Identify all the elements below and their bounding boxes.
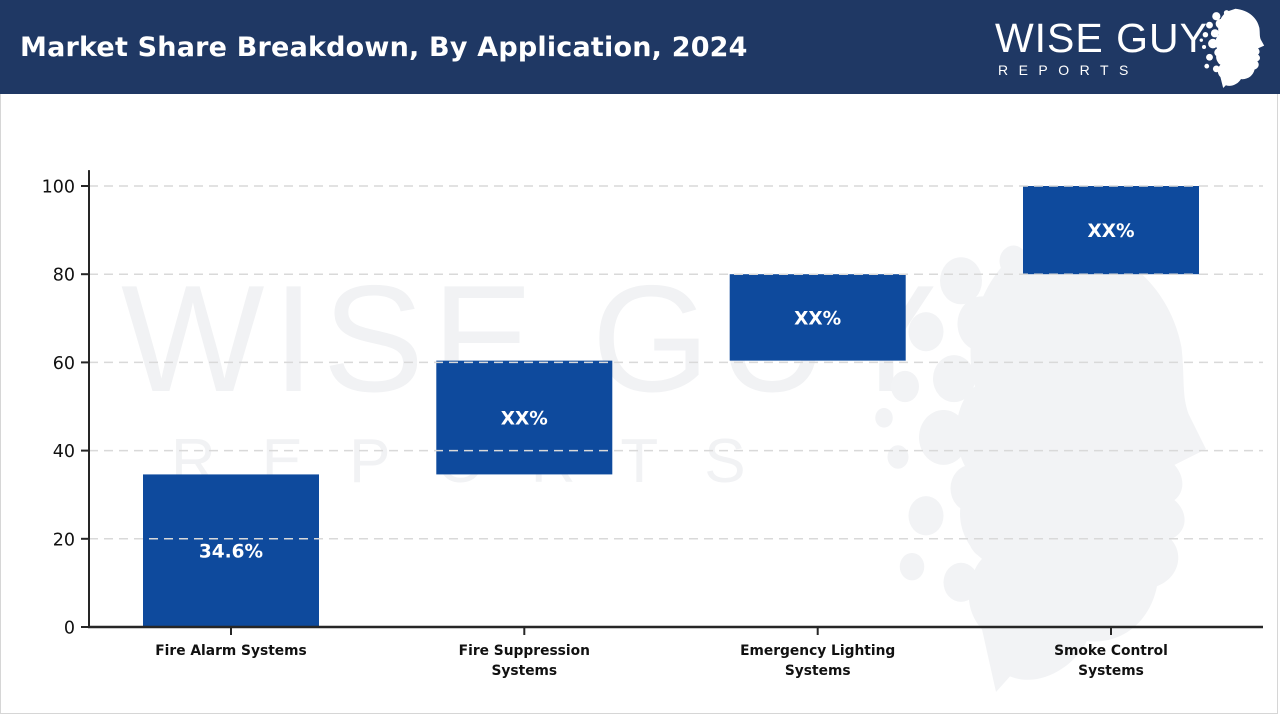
waterfall-chart: 34.6% XX% XX% XX% 0 20 40 60 80 100 Fire Alarm Sys… <box>42 170 1263 679</box>
svg-text:0: 0 <box>64 619 75 639</box>
svg-text:XX%: XX% <box>794 308 841 329</box>
brand-logo: WISE GUY REPORTS <box>995 6 1266 88</box>
svg-text:40: 40 <box>53 442 75 462</box>
svg-text:60: 60 <box>53 354 75 374</box>
svg-text:XX%: XX% <box>501 409 548 430</box>
svg-text:100: 100 <box>42 178 75 198</box>
svg-text:80: 80 <box>53 266 75 286</box>
svg-text:34.6%: 34.6% <box>199 542 263 563</box>
svg-text:XX%: XX% <box>1087 221 1134 242</box>
svg-text:Fire Alarm Systems: Fire Alarm Systems <box>155 643 307 659</box>
dotted-head-profile-icon <box>1199 8 1265 88</box>
page-title: Market Share Breakdown, By Application, … <box>20 31 748 63</box>
chart-area: WISE GUY REPORTS 34.6%XX%XX%XX%020406080… <box>0 94 1278 714</box>
svg-text:20: 20 <box>53 530 75 550</box>
header-bar: Market Share Breakdown, By Application, … <box>0 0 1280 94</box>
brand-name: WISE GUY <box>994 14 1208 61</box>
brand-subtitle: REPORTS <box>997 61 1139 78</box>
